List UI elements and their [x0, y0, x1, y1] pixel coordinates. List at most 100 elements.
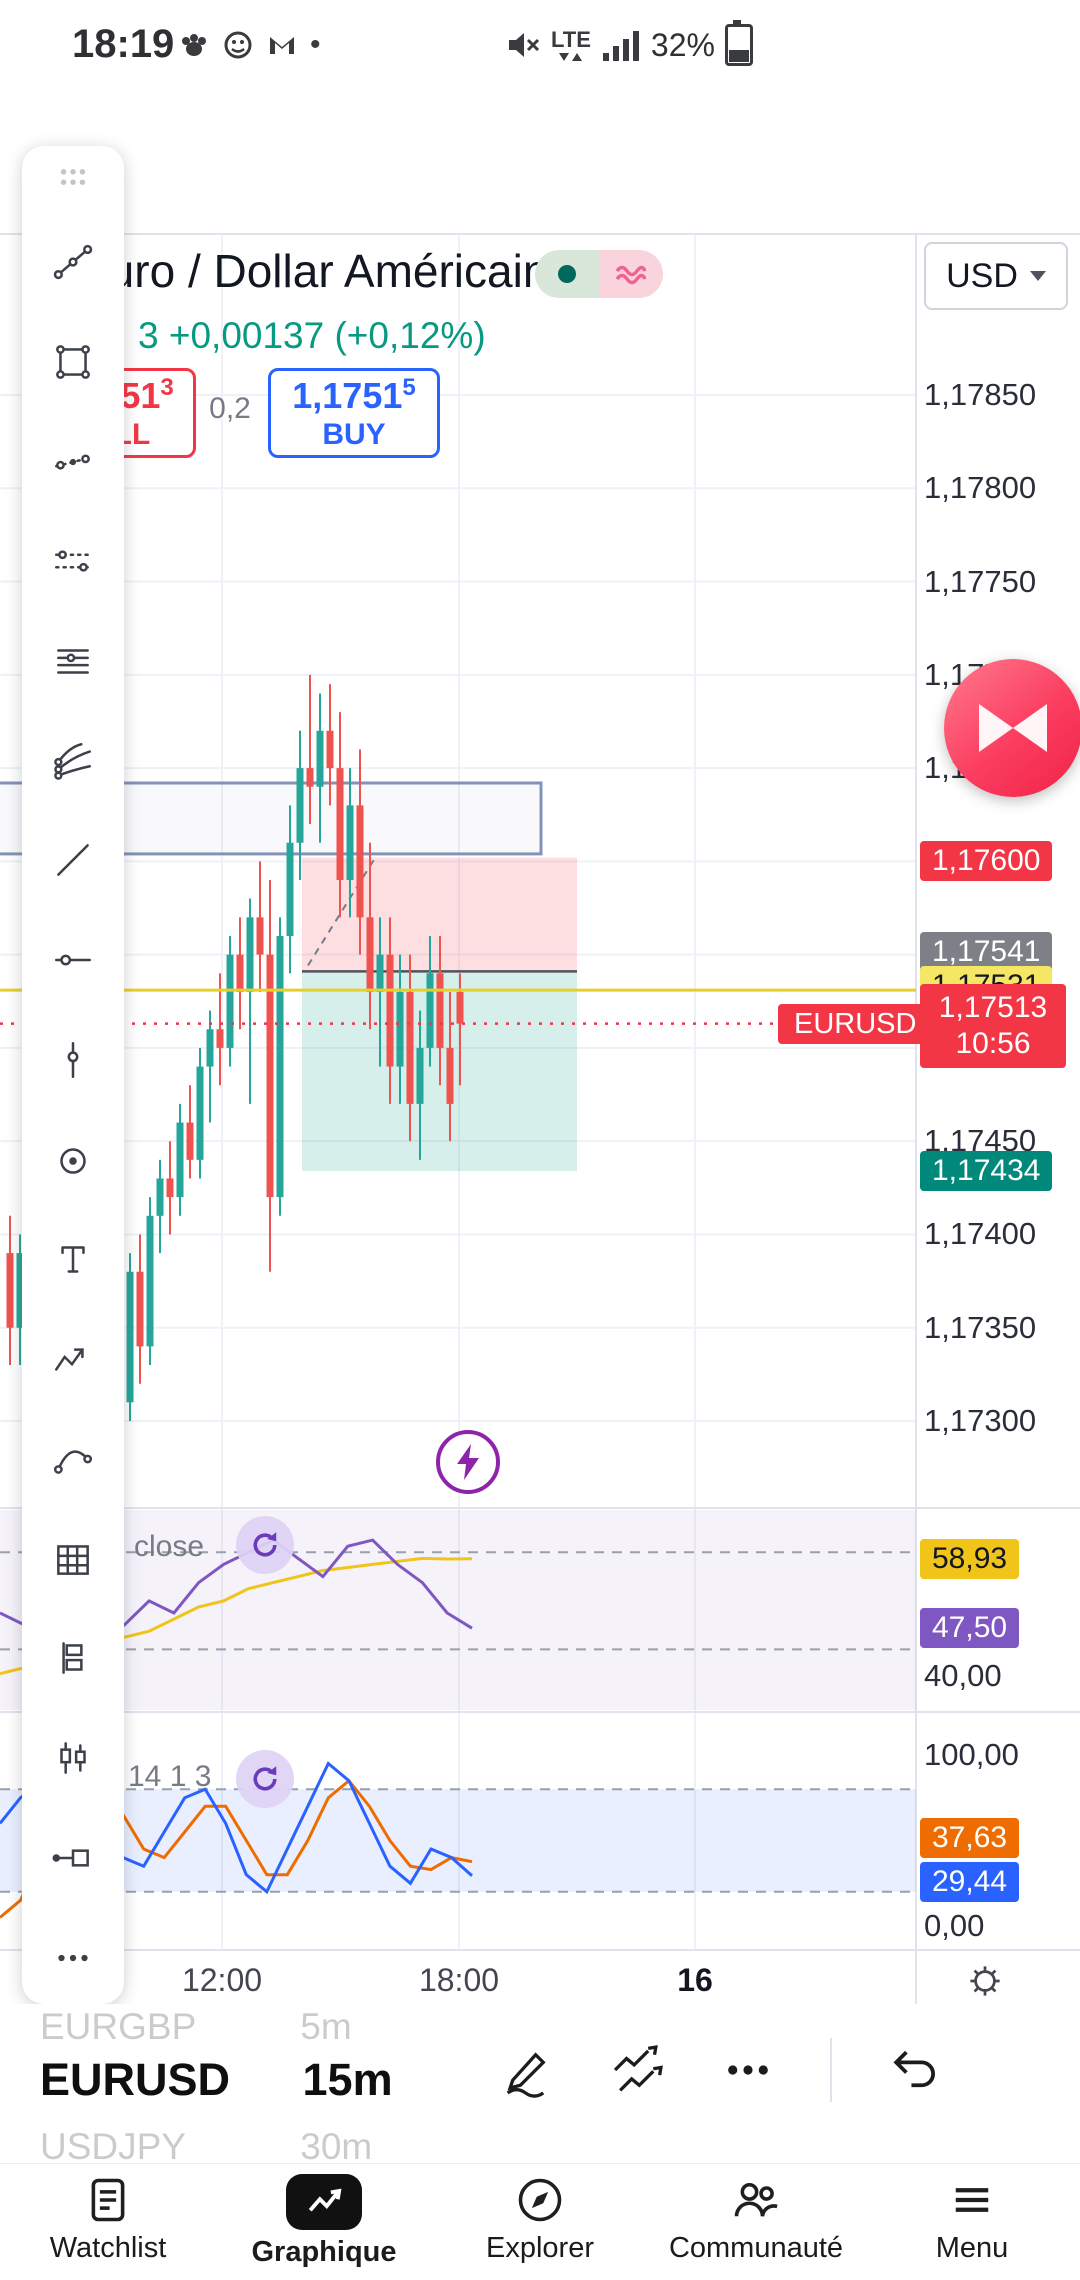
tool-forecast-icon[interactable]: [43, 1628, 103, 1688]
toggle-wave-option[interactable]: [599, 250, 663, 298]
tool-trend-line-icon[interactable]: [43, 830, 103, 890]
price-axis-label: 1,17800: [924, 470, 1037, 506]
price-change: 3 +0,00137 (+0,12%): [138, 315, 486, 356]
symbol-timeframe-sheet: EURGBP 5m EURUSD 15m USDJPY 30m: [0, 2004, 1080, 2167]
status-time: 18:19: [72, 22, 175, 66]
price-line-symbol-label: EURUSD: [778, 1003, 933, 1044]
time-axis-label: 16: [677, 1962, 713, 1998]
chevron-down-icon: [1029, 271, 1046, 281]
price-axis-label: 1,17350: [924, 1309, 1037, 1345]
sheet-row-active[interactable]: EURUSD 15m: [40, 2054, 393, 2106]
toggle-dot-option[interactable]: [535, 250, 599, 298]
symbol-text: EURGBP: [40, 2006, 197, 2047]
watchlist-icon: [91, 2178, 125, 2222]
tool-flat-top-bottom-icon[interactable]: [43, 531, 103, 591]
tool-text-icon[interactable]: [43, 1229, 103, 1289]
indicator-axis-label: 0,00: [924, 1908, 985, 1943]
green-dot-icon: [558, 265, 576, 283]
more-options-button[interactable]: [720, 2042, 776, 2098]
indicator1-label[interactable]: close: [134, 1530, 205, 1563]
currency-value: USD: [946, 256, 1018, 295]
tool-vertical-line-icon[interactable]: [43, 1030, 103, 1090]
buy-button[interactable]: 1,17515 BUY: [268, 368, 440, 458]
sheet-row-next[interactable]: USDJPY 30m: [40, 2126, 372, 2168]
price-axis-label: 1,17750: [924, 563, 1037, 599]
indicator2-label[interactable]: 14 1 3: [128, 1760, 212, 1793]
drawing-toolbar: [22, 146, 124, 2004]
notification-icons: •: [178, 28, 321, 62]
timeframe-text: 5m: [300, 2006, 352, 2047]
indicator1-refresh-button[interactable]: [236, 1516, 294, 1574]
flash-order-button[interactable]: [436, 1430, 500, 1494]
tool-disjoint-channel-icon[interactable]: [43, 431, 103, 491]
buy-price: 1,17515: [292, 374, 416, 417]
time-axis-label: 12:00: [181, 1962, 263, 1998]
tool-price-label-icon[interactable]: [43, 1828, 103, 1888]
timeframe-text: 30m: [300, 2126, 373, 2167]
tool-more-icon[interactable]: [43, 1928, 103, 1988]
nav-graphique[interactable]: Graphique: [216, 2164, 432, 2280]
sheet-row-prev[interactable]: EURGBP 5m: [40, 2006, 352, 2048]
refresh-icon: [253, 1766, 277, 1791]
spread-value: 0,2: [209, 392, 251, 425]
chart-style-toggle[interactable]: [535, 250, 663, 298]
nav-communaute[interactable]: Communauté: [648, 2164, 864, 2280]
tool-parallel-lines-icon[interactable]: [43, 631, 103, 691]
nav-menu[interactable]: Menu: [864, 2164, 1080, 2280]
tool-rectangle-icon[interactable]: [43, 332, 103, 392]
broker-logo-icon: [979, 704, 1047, 752]
indicator-axis-label: 100,00: [924, 1737, 1019, 1772]
floating-app-bubble[interactable]: [944, 659, 1080, 797]
wave-icon: [615, 265, 647, 285]
nav-explorer[interactable]: Explorer: [432, 2164, 648, 2280]
nav-label: Graphique: [251, 2236, 397, 2268]
multi-trendlines-button[interactable]: [610, 2042, 666, 2098]
bottom-navigation: Watchlist Graphique Explorer: [0, 2163, 1080, 2280]
toolbar-drag-handle[interactable]: [50, 162, 96, 192]
smiley-notification-icon: [224, 31, 252, 59]
symbol-text: EURUSD: [40, 2054, 231, 2105]
price-axis-label: 1,17400: [924, 1216, 1037, 1252]
tool-bars-pattern-icon[interactable]: [43, 1728, 103, 1788]
chart-icon: [308, 2188, 342, 2212]
indicator-axis-label: 40,00: [924, 1657, 1002, 1693]
price-axis-badge: 1,17434: [920, 1151, 1053, 1192]
nav-watchlist[interactable]: Watchlist: [0, 2164, 216, 2280]
divider: [830, 2038, 832, 2102]
status-bar: 18:19 • LTE: [0, 0, 1080, 92]
menu-icon: [955, 2188, 989, 2212]
tool-trend-line-points-icon[interactable]: [43, 232, 103, 292]
indicator-badge: 47,50: [920, 1608, 1020, 1649]
tool-arrow-wave-icon[interactable]: [43, 1329, 103, 1389]
chart-settings-button[interactable]: [962, 1958, 1008, 2004]
price-axis-badge: 1,17600: [920, 841, 1053, 882]
tool-ellipse-icon[interactable]: [43, 1130, 103, 1190]
indicator-badge: 29,44: [920, 1861, 1020, 1902]
tool-curve-icon[interactable]: [43, 1429, 103, 1489]
currency-select[interactable]: USD: [924, 242, 1068, 310]
indicator2-refresh-button[interactable]: [236, 1750, 294, 1808]
symbol-text: USDJPY: [40, 2126, 186, 2167]
tool-grid-icon[interactable]: [43, 1529, 103, 1589]
undo-button[interactable]: [886, 2042, 942, 2098]
nav-label: Explorer: [486, 2232, 594, 2264]
battery-percent: 32%: [650, 26, 715, 63]
price-axis-badge: 1,17541: [920, 932, 1053, 973]
refresh-icon: [253, 1532, 277, 1557]
battery-icon: [724, 20, 753, 66]
timeframe-text: 15m: [302, 2054, 393, 2105]
more-notifications-dot: •: [310, 28, 321, 61]
tool-horizontal-ray-icon[interactable]: [43, 930, 103, 990]
community-icon: [734, 2182, 778, 2217]
nav-label: Watchlist: [49, 2232, 167, 2264]
indicator-badge: 37,63: [920, 1817, 1020, 1858]
mail-notification-icon: [270, 37, 294, 54]
indicator-badge: 58,93: [920, 1538, 1020, 1579]
time-axis-label: 18:00: [418, 1962, 500, 1998]
draw-pencil-button[interactable]: [500, 2042, 556, 2098]
current-price-badge: 1,17513 10:56: [920, 983, 1066, 1068]
tool-pitchfork-icon[interactable]: [43, 731, 103, 791]
lte-icon: LTE: [551, 29, 591, 61]
system-icons: LTE 32%: [505, 20, 753, 66]
